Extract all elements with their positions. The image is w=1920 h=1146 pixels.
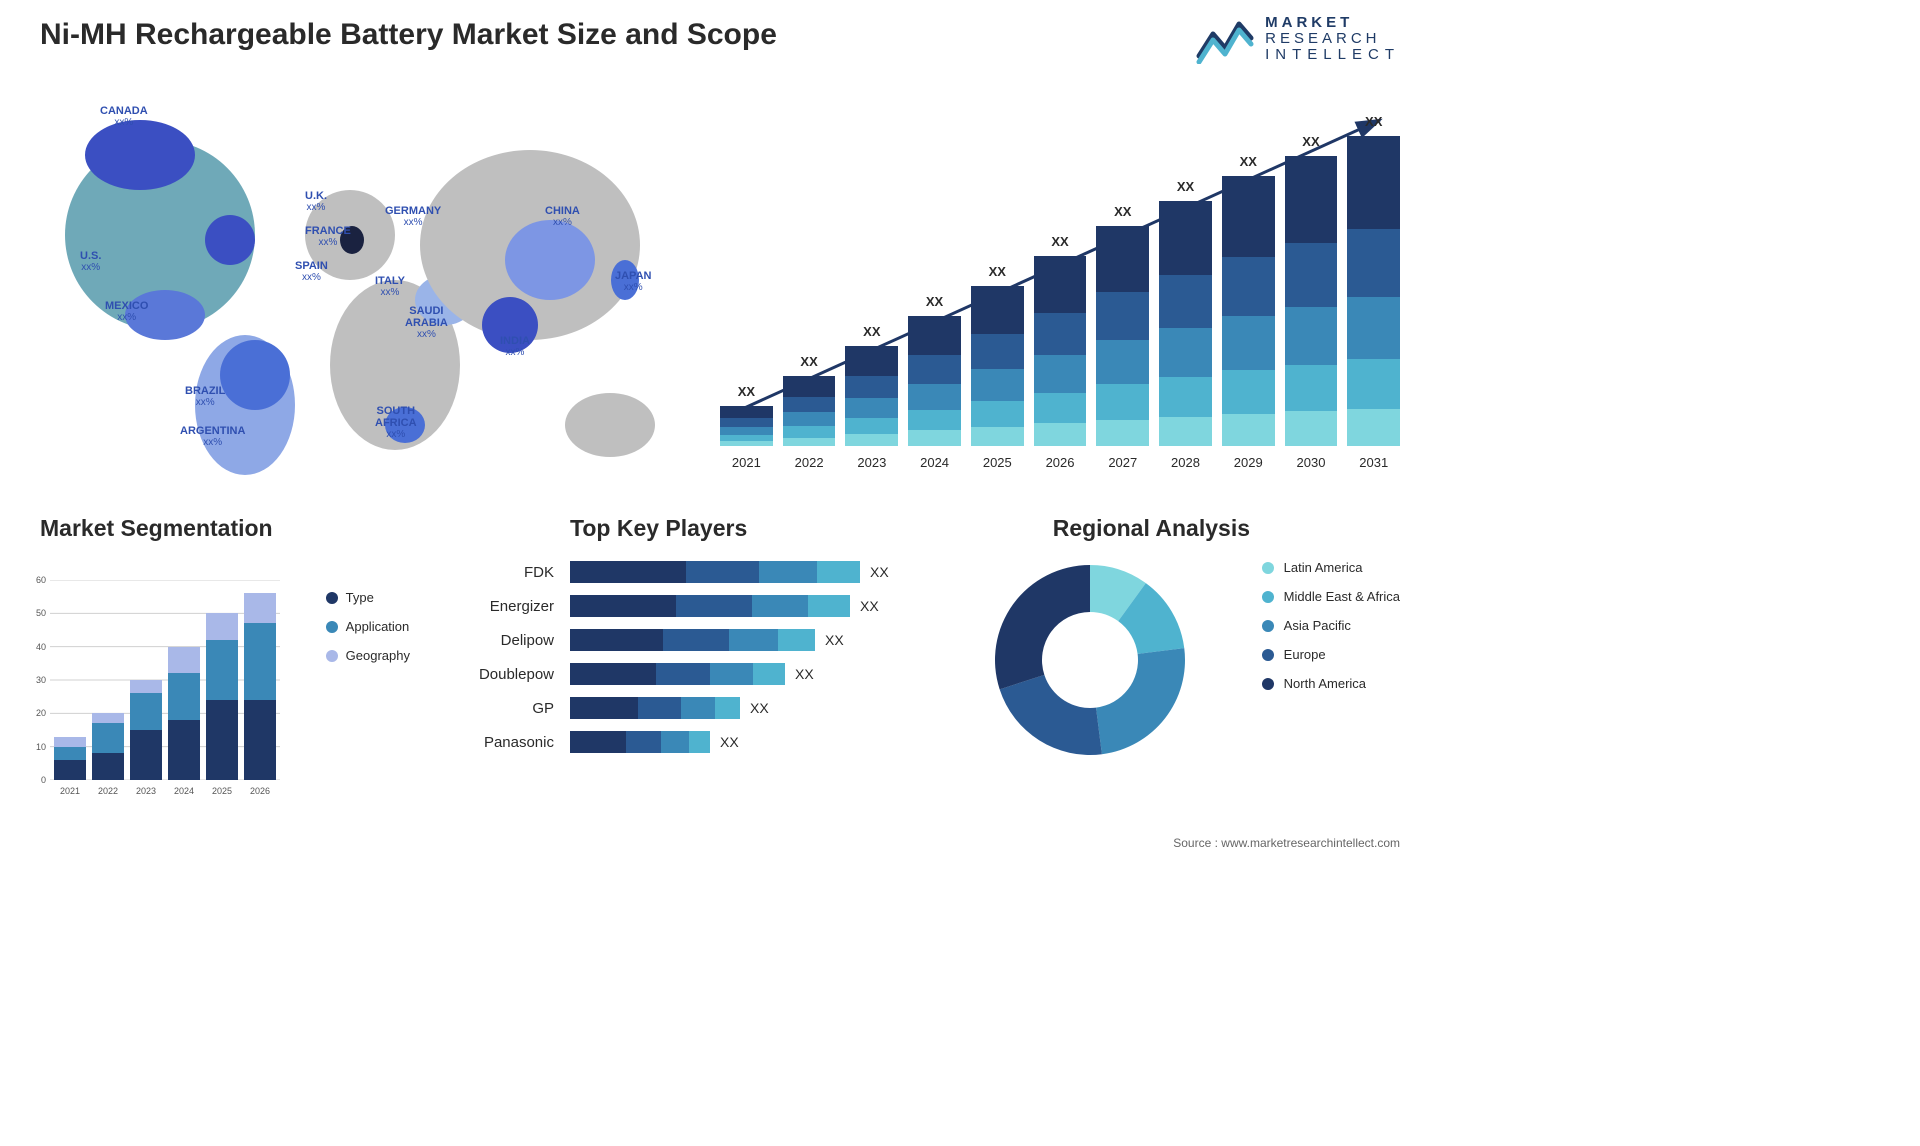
forecast-bar-2028: XX: [1159, 201, 1212, 446]
region-legend-item: Latin America: [1262, 560, 1400, 575]
forecast-bar-2027: XX: [1096, 226, 1149, 446]
map-label-argentina: ARGENTINAxx%: [180, 425, 245, 448]
forecast-bar-2030: XX: [1285, 156, 1338, 446]
forecast-xlabel: 2030: [1285, 455, 1338, 470]
segmentation-legend-item: Type: [326, 590, 410, 605]
segmentation-bar-2021: [54, 737, 86, 780]
region-legend-item: Middle East & Africa: [1262, 589, 1400, 604]
heading-segmentation: Market Segmentation: [40, 515, 273, 542]
forecast-xlabel: 2029: [1222, 455, 1275, 470]
player-row-gp: GP XX: [440, 696, 970, 720]
heading-regional: Regional Analysis: [1053, 515, 1250, 542]
forecast-bar-2021: XX: [720, 406, 773, 446]
segmentation-bar-2025: [206, 613, 238, 780]
source-text: Source : www.marketresearchintellect.com: [1173, 836, 1400, 850]
map-label-saudi-arabia: SAUDIARABIAxx%: [405, 305, 448, 340]
player-name: Doublepow: [440, 666, 570, 683]
forecast-bar-2025: XX: [971, 286, 1024, 446]
map-label-u-s-: U.S.xx%: [80, 250, 101, 273]
forecast-chart: XXXXXXXXXXXXXXXXXXXXXX 20212022202320242…: [720, 90, 1400, 470]
player-value: XX: [750, 700, 769, 716]
forecast-bar-2026: XX: [1034, 256, 1087, 446]
forecast-xlabel: 2025: [971, 455, 1024, 470]
player-name: Delipow: [440, 632, 570, 649]
player-name: FDK: [440, 564, 570, 581]
brand-logo: MARKET RESEARCH INTELLECT: [1195, 14, 1400, 64]
brand-logo-text: MARKET RESEARCH INTELLECT: [1265, 15, 1400, 62]
player-row-doublepow: Doublepow XX: [440, 662, 970, 686]
forecast-xlabel: 2031: [1347, 455, 1400, 470]
page-title: Ni-MH Rechargeable Battery Market Size a…: [40, 18, 777, 52]
map-label-italy: ITALYxx%: [375, 275, 405, 298]
region-legend-item: Europe: [1262, 647, 1400, 662]
segmentation-bar-2023: [130, 680, 162, 780]
player-value: XX: [870, 564, 889, 580]
forecast-xlabel: 2022: [783, 455, 836, 470]
segmentation-legend-item: Application: [326, 619, 410, 634]
map-label-spain: SPAINxx%: [295, 260, 328, 283]
forecast-xlabel: 2024: [908, 455, 961, 470]
forecast-xlabel: 2027: [1096, 455, 1149, 470]
map-label-china: CHINAxx%: [545, 205, 580, 228]
forecast-bar-2029: XX: [1222, 176, 1275, 446]
map-label-canada: CANADAxx%: [100, 105, 148, 128]
forecast-bar-2023: XX: [845, 346, 898, 446]
player-row-fdk: FDK XX: [440, 560, 970, 584]
region-legend-item: North America: [1262, 676, 1400, 691]
player-name: Panasonic: [440, 734, 570, 751]
player-row-delipow: Delipow XX: [440, 628, 970, 652]
heading-players: Top Key Players: [570, 515, 747, 542]
forecast-bar-2022: XX: [783, 376, 836, 446]
player-value: XX: [825, 632, 844, 648]
segmentation-bar-2022: [92, 713, 124, 780]
players-chart: FDK XX Energizer XX Delipow XX Doublepow XX GP XX…: [440, 550, 970, 800]
player-value: XX: [795, 666, 814, 682]
forecast-xlabel: 2028: [1159, 455, 1212, 470]
player-name: Energizer: [440, 598, 570, 615]
player-row-panasonic: Panasonic XX: [440, 730, 970, 754]
segmentation-bar-2026: [244, 593, 276, 780]
map-label-south-africa: SOUTHAFRICAxx%: [375, 405, 417, 440]
map-label-brazil: BRAZILxx%: [185, 385, 225, 408]
world-map-svg: [30, 85, 690, 485]
world-map: CANADAxx% U.S.xx% MEXICOxx% BRAZILxx% ARGENT…: [30, 85, 690, 485]
player-value: XX: [860, 598, 879, 614]
map-label-japan: JAPANxx%: [615, 270, 651, 293]
player-name: GP: [440, 700, 570, 717]
forecast-bar-2031: XX: [1347, 136, 1400, 446]
segmentation-bar-2024: [168, 647, 200, 780]
player-value: XX: [720, 734, 739, 750]
region-legend-item: Asia Pacific: [1262, 618, 1400, 633]
player-row-energizer: Energizer XX: [440, 594, 970, 618]
brand-logo-icon: [1195, 14, 1255, 64]
segmentation-chart: 0102030405060 202120222023202420252026 T…: [30, 550, 410, 800]
map-label-india: INDIAxx%: [500, 335, 530, 358]
map-label-germany: GERMANYxx%: [385, 205, 441, 228]
regional-donut: [980, 550, 1200, 770]
forecast-xlabel: 2021: [720, 455, 773, 470]
map-label-mexico: MEXICOxx%: [105, 300, 148, 323]
map-label-france: FRANCExx%: [305, 225, 351, 248]
segmentation-legend-item: Geography: [326, 648, 410, 663]
regional-chart: Latin America Middle East & Africa Asia Pa…: [980, 540, 1400, 800]
forecast-xlabel: 2026: [1034, 455, 1087, 470]
forecast-xlabel: 2023: [845, 455, 898, 470]
map-label-u-k-: U.K.xx%: [305, 190, 327, 213]
forecast-bar-2024: XX: [908, 316, 961, 446]
